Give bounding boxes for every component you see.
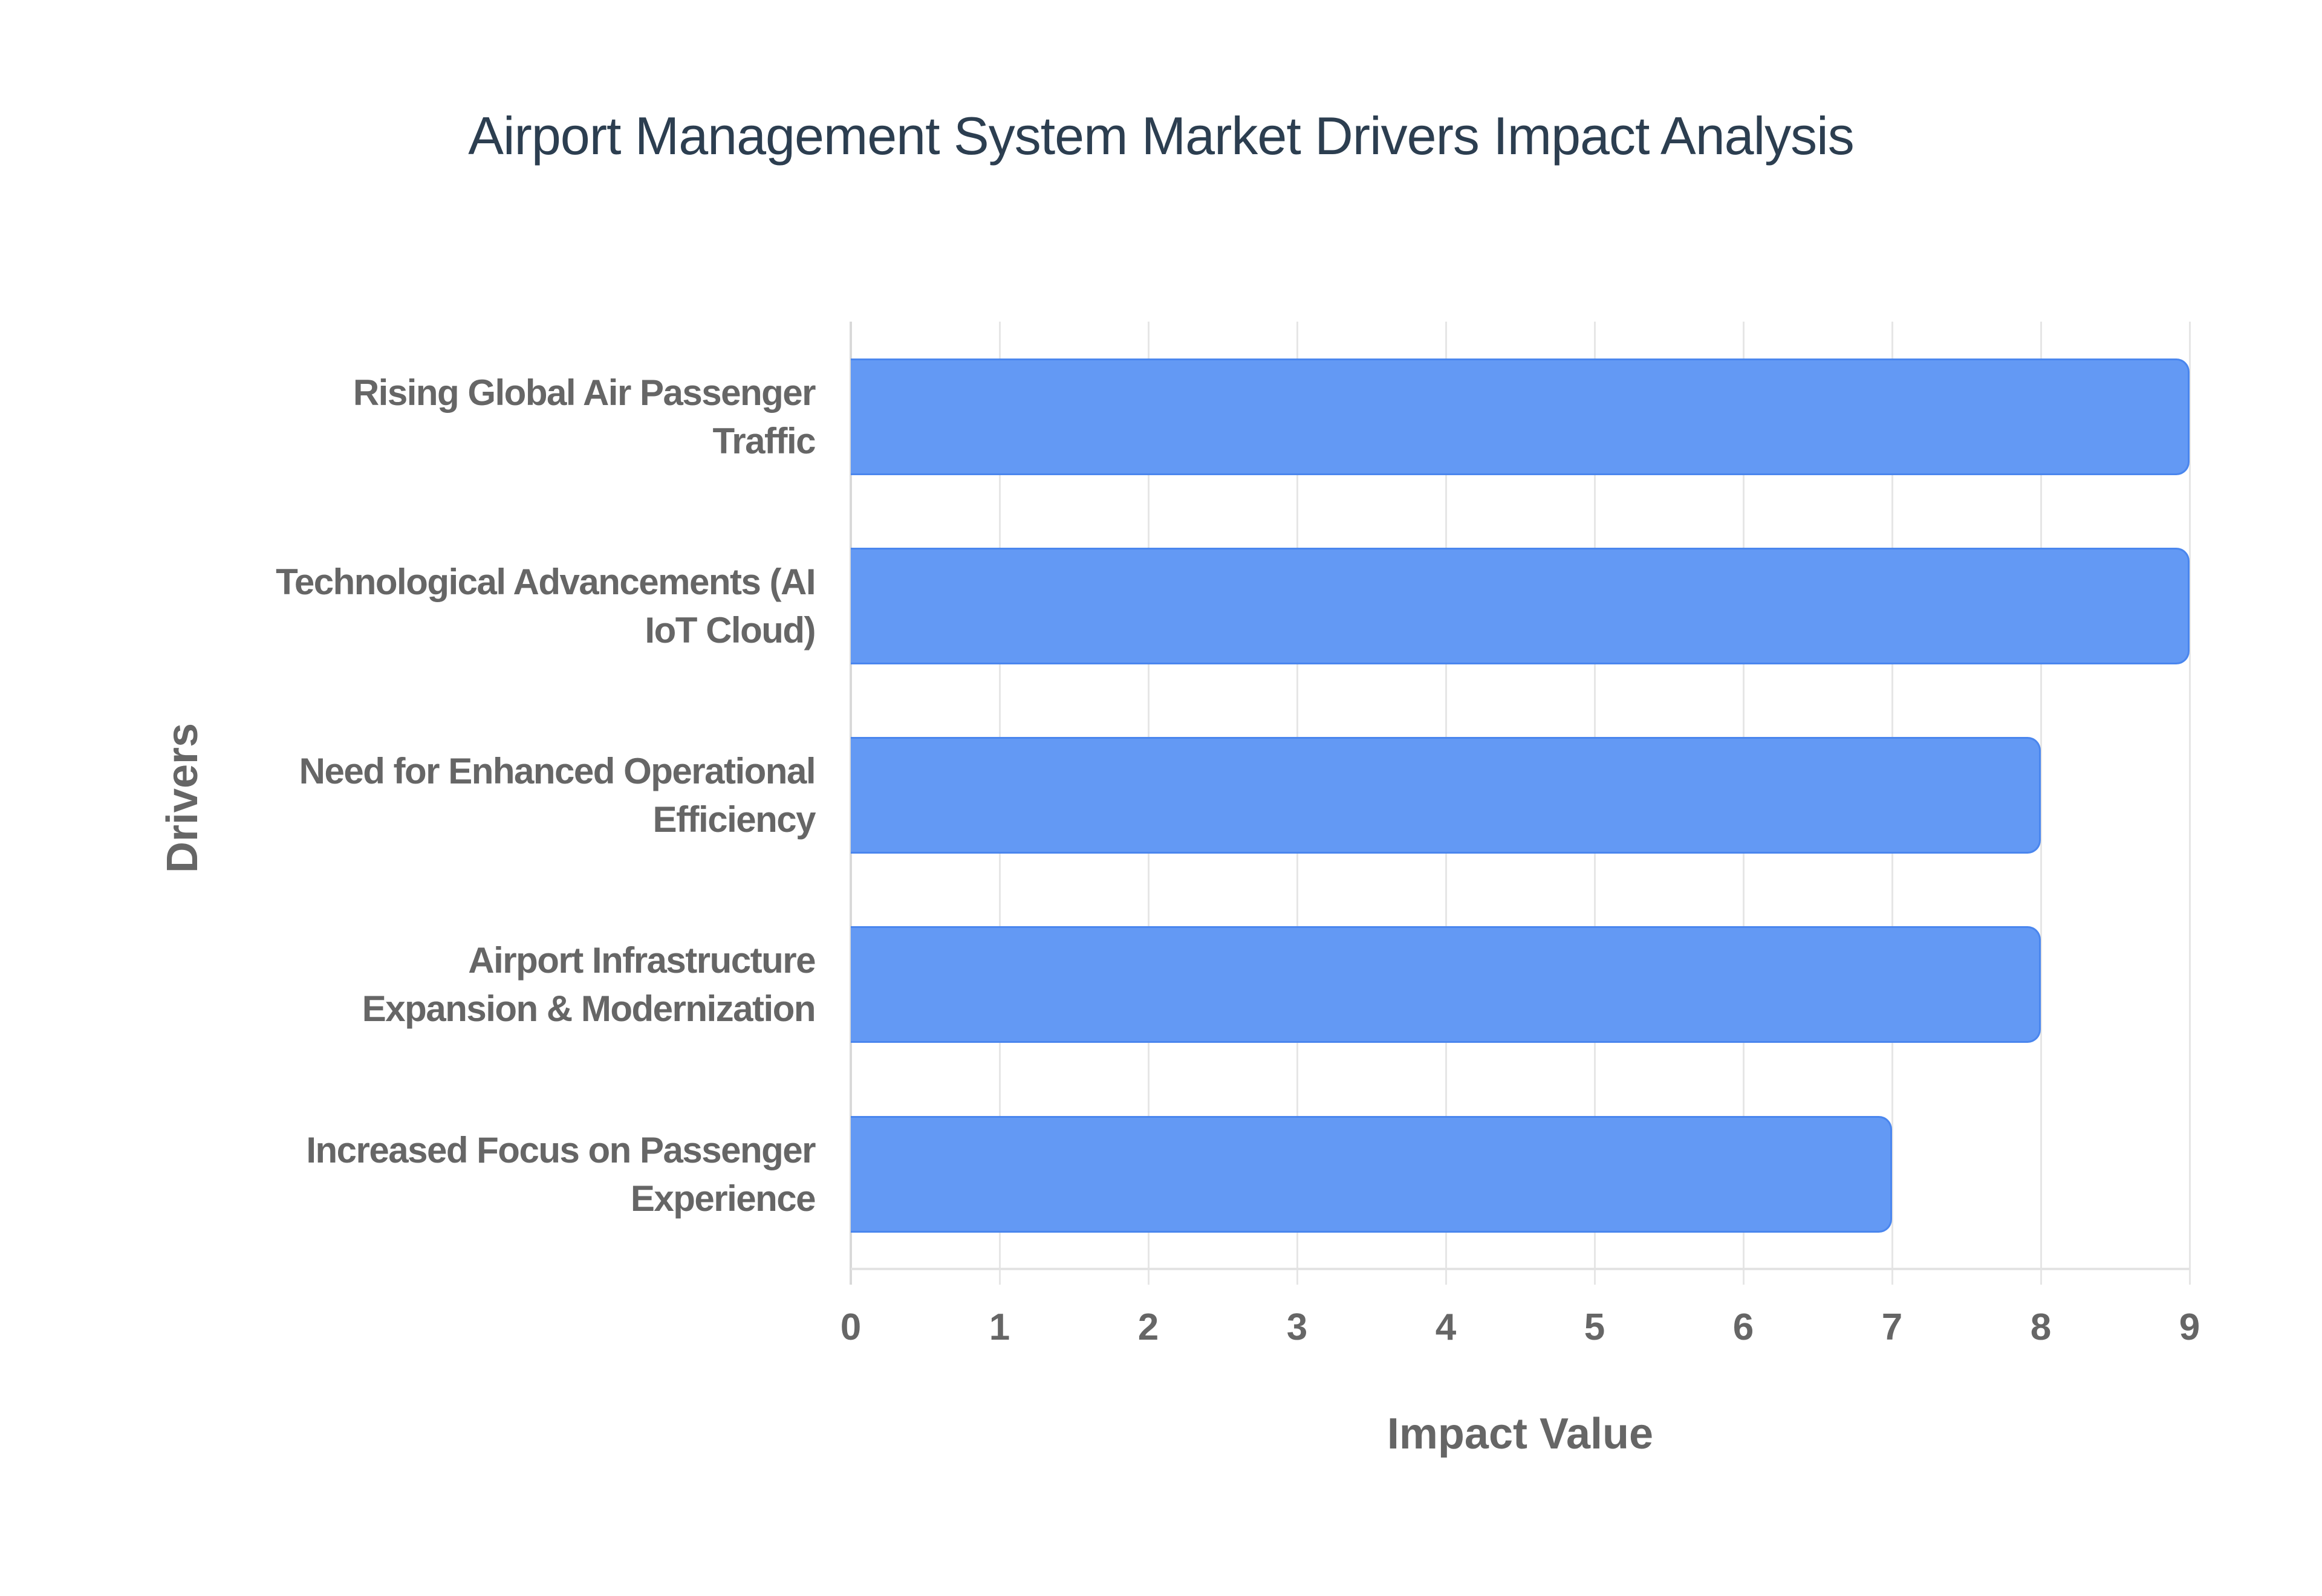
x-axis-line [851, 1268, 2190, 1270]
bar-passenger-experience[interactable] [851, 1116, 1892, 1233]
y-label-technological-advancements: Technological Advancements (AI IoT Cloud… [150, 558, 816, 655]
y-label-line: Rising Global Air Passenger [353, 372, 816, 413]
y-label-line: Efficiency [652, 799, 816, 840]
x-tick-3: 3 [1286, 1306, 1308, 1348]
x-tick-8: 8 [2030, 1306, 2052, 1348]
x-axis-title: Impact Value [1387, 1410, 1654, 1458]
y-label-infrastructure-expansion: Airport Infrastructure Expansion & Moder… [150, 936, 816, 1033]
y-label-line: Technological Advancements (AI [276, 562, 816, 602]
y-label-passenger-experience: Increased Focus on Passenger Experience [150, 1126, 816, 1223]
y-label-line: Traffic [712, 421, 816, 461]
gridline-9 [2189, 322, 2191, 1285]
y-label-line: Need for Enhanced Operational [299, 751, 816, 791]
bar-technological-advancements[interactable] [851, 548, 2190, 664]
bar-operational-efficiency[interactable] [851, 737, 2041, 854]
x-tick-5: 5 [1584, 1306, 1605, 1348]
y-label-operational-efficiency: Need for Enhanced Operational Efficiency [150, 747, 816, 844]
x-tick-6: 6 [1732, 1306, 1754, 1348]
gridline-8 [2040, 322, 2042, 1285]
x-tick-4: 4 [1435, 1306, 1457, 1348]
x-tick-1: 1 [989, 1306, 1010, 1348]
x-tick-7: 7 [1881, 1306, 1903, 1348]
y-label-line: Airport Infrastructure [468, 940, 816, 981]
bar-infrastructure-expansion[interactable] [851, 926, 2041, 1043]
x-tick-0: 0 [840, 1306, 862, 1348]
y-label-line: Expansion & Modernization [362, 988, 816, 1029]
plot-area [850, 322, 2191, 1285]
x-tick-9: 9 [2179, 1306, 2200, 1348]
y-label-rising-passenger-traffic: Rising Global Air Passenger Traffic [150, 369, 816, 465]
y-label-line: IoT Cloud) [645, 610, 816, 650]
chart-title: Airport Management System Market Drivers… [468, 106, 1854, 166]
bar-rising-passenger-traffic[interactable] [851, 358, 2190, 475]
y-label-line: Experience [630, 1178, 816, 1219]
x-tick-2: 2 [1137, 1306, 1159, 1348]
y-label-line: Increased Focus on Passenger [306, 1130, 816, 1170]
